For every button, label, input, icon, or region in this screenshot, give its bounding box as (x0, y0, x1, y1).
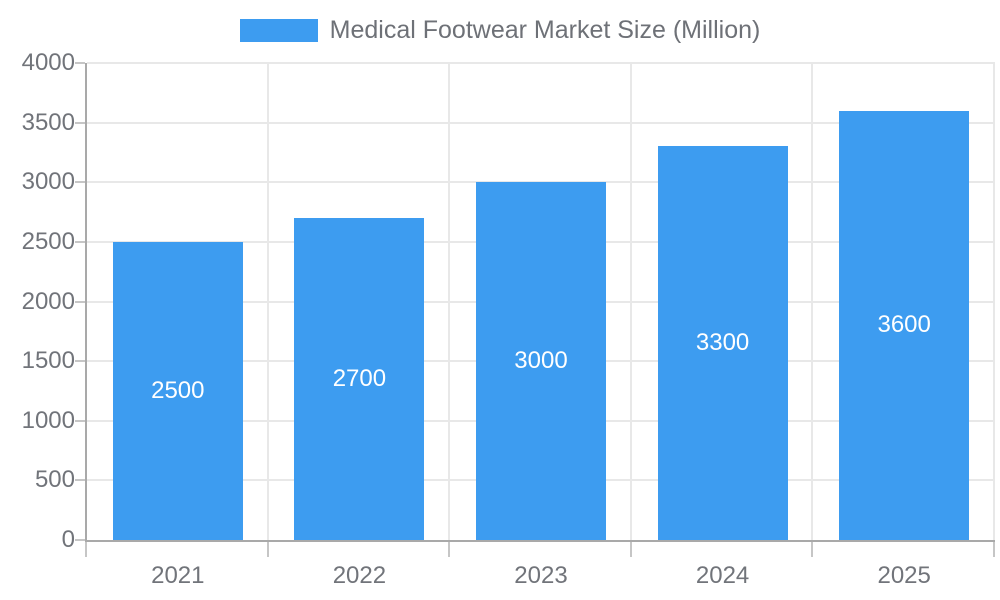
y-axis-tick (75, 360, 85, 363)
x-axis-tick-label: 2025 (877, 562, 931, 589)
x-axis-tick-label: 2024 (695, 562, 750, 589)
x-axis-tick (448, 542, 450, 557)
x-axis-tick (993, 542, 995, 557)
plot-area: 0 500 1000 1500 2000 2500 3000 3500 4000 2500 2021… (22, 49, 995, 589)
y-axis-tick (75, 181, 85, 184)
legend-label: Medical Footwear Market Size (Million) (329, 16, 761, 44)
y-axis-tick (75, 419, 85, 422)
x-gridline (811, 63, 813, 540)
x-axis-tick-label: 2021 (151, 562, 205, 589)
bar-2021[interactable]: 2500 (112, 241, 243, 540)
x-axis-tick-label: 2022 (332, 562, 387, 589)
y-gridline (87, 121, 995, 124)
y-axis-tick-label: 0 (61, 526, 75, 553)
y-axis-line (85, 63, 87, 540)
bar-2024[interactable]: 3300 (657, 146, 788, 540)
x-axis-tick (85, 542, 87, 557)
y-axis-tick-label: 500 (34, 466, 75, 494)
x-axis-line (85, 540, 995, 542)
y-axis-tick (75, 240, 85, 243)
y-axis-tick-label: 1000 (21, 406, 75, 434)
x-axis-tick (811, 542, 813, 557)
x-gridline (448, 63, 450, 540)
y-axis-tick (75, 539, 85, 541)
x-axis-tick (267, 542, 269, 557)
legend-swatch (239, 18, 318, 42)
y-gridline (87, 62, 995, 64)
bar-2022[interactable]: 2700 (294, 218, 425, 540)
x-gridline (630, 63, 632, 540)
legend-item[interactable]: Medical Footwear Market Size (Million) (0, 14, 1000, 46)
x-axis-tick (630, 542, 632, 557)
bar-value-label: 3000 (514, 347, 568, 375)
y-axis-tick-label: 1500 (21, 347, 75, 375)
y-axis-tick-label: 2500 (21, 227, 75, 255)
bar-2023[interactable]: 3000 (476, 182, 606, 540)
bar-value-label: 2700 (332, 365, 387, 393)
y-axis-tick (75, 62, 85, 64)
y-axis-tick-label: 3000 (21, 168, 75, 196)
x-gridline (267, 63, 269, 540)
y-axis-tick (75, 300, 85, 303)
bar-value-label: 2500 (151, 376, 205, 404)
y-axis-tick (75, 121, 85, 124)
x-gridline (993, 63, 995, 540)
y-axis-tick-label: 2000 (21, 287, 75, 315)
bar-2025[interactable]: 3600 (839, 110, 970, 540)
y-axis-tick-label: 4000 (21, 49, 75, 76)
bar-value-label: 3300 (695, 329, 750, 357)
y-axis-tick (75, 479, 85, 482)
x-axis-tick-label: 2023 (514, 562, 568, 589)
bar-value-label: 3600 (877, 311, 931, 339)
y-axis-tick-label: 3500 (21, 108, 75, 136)
